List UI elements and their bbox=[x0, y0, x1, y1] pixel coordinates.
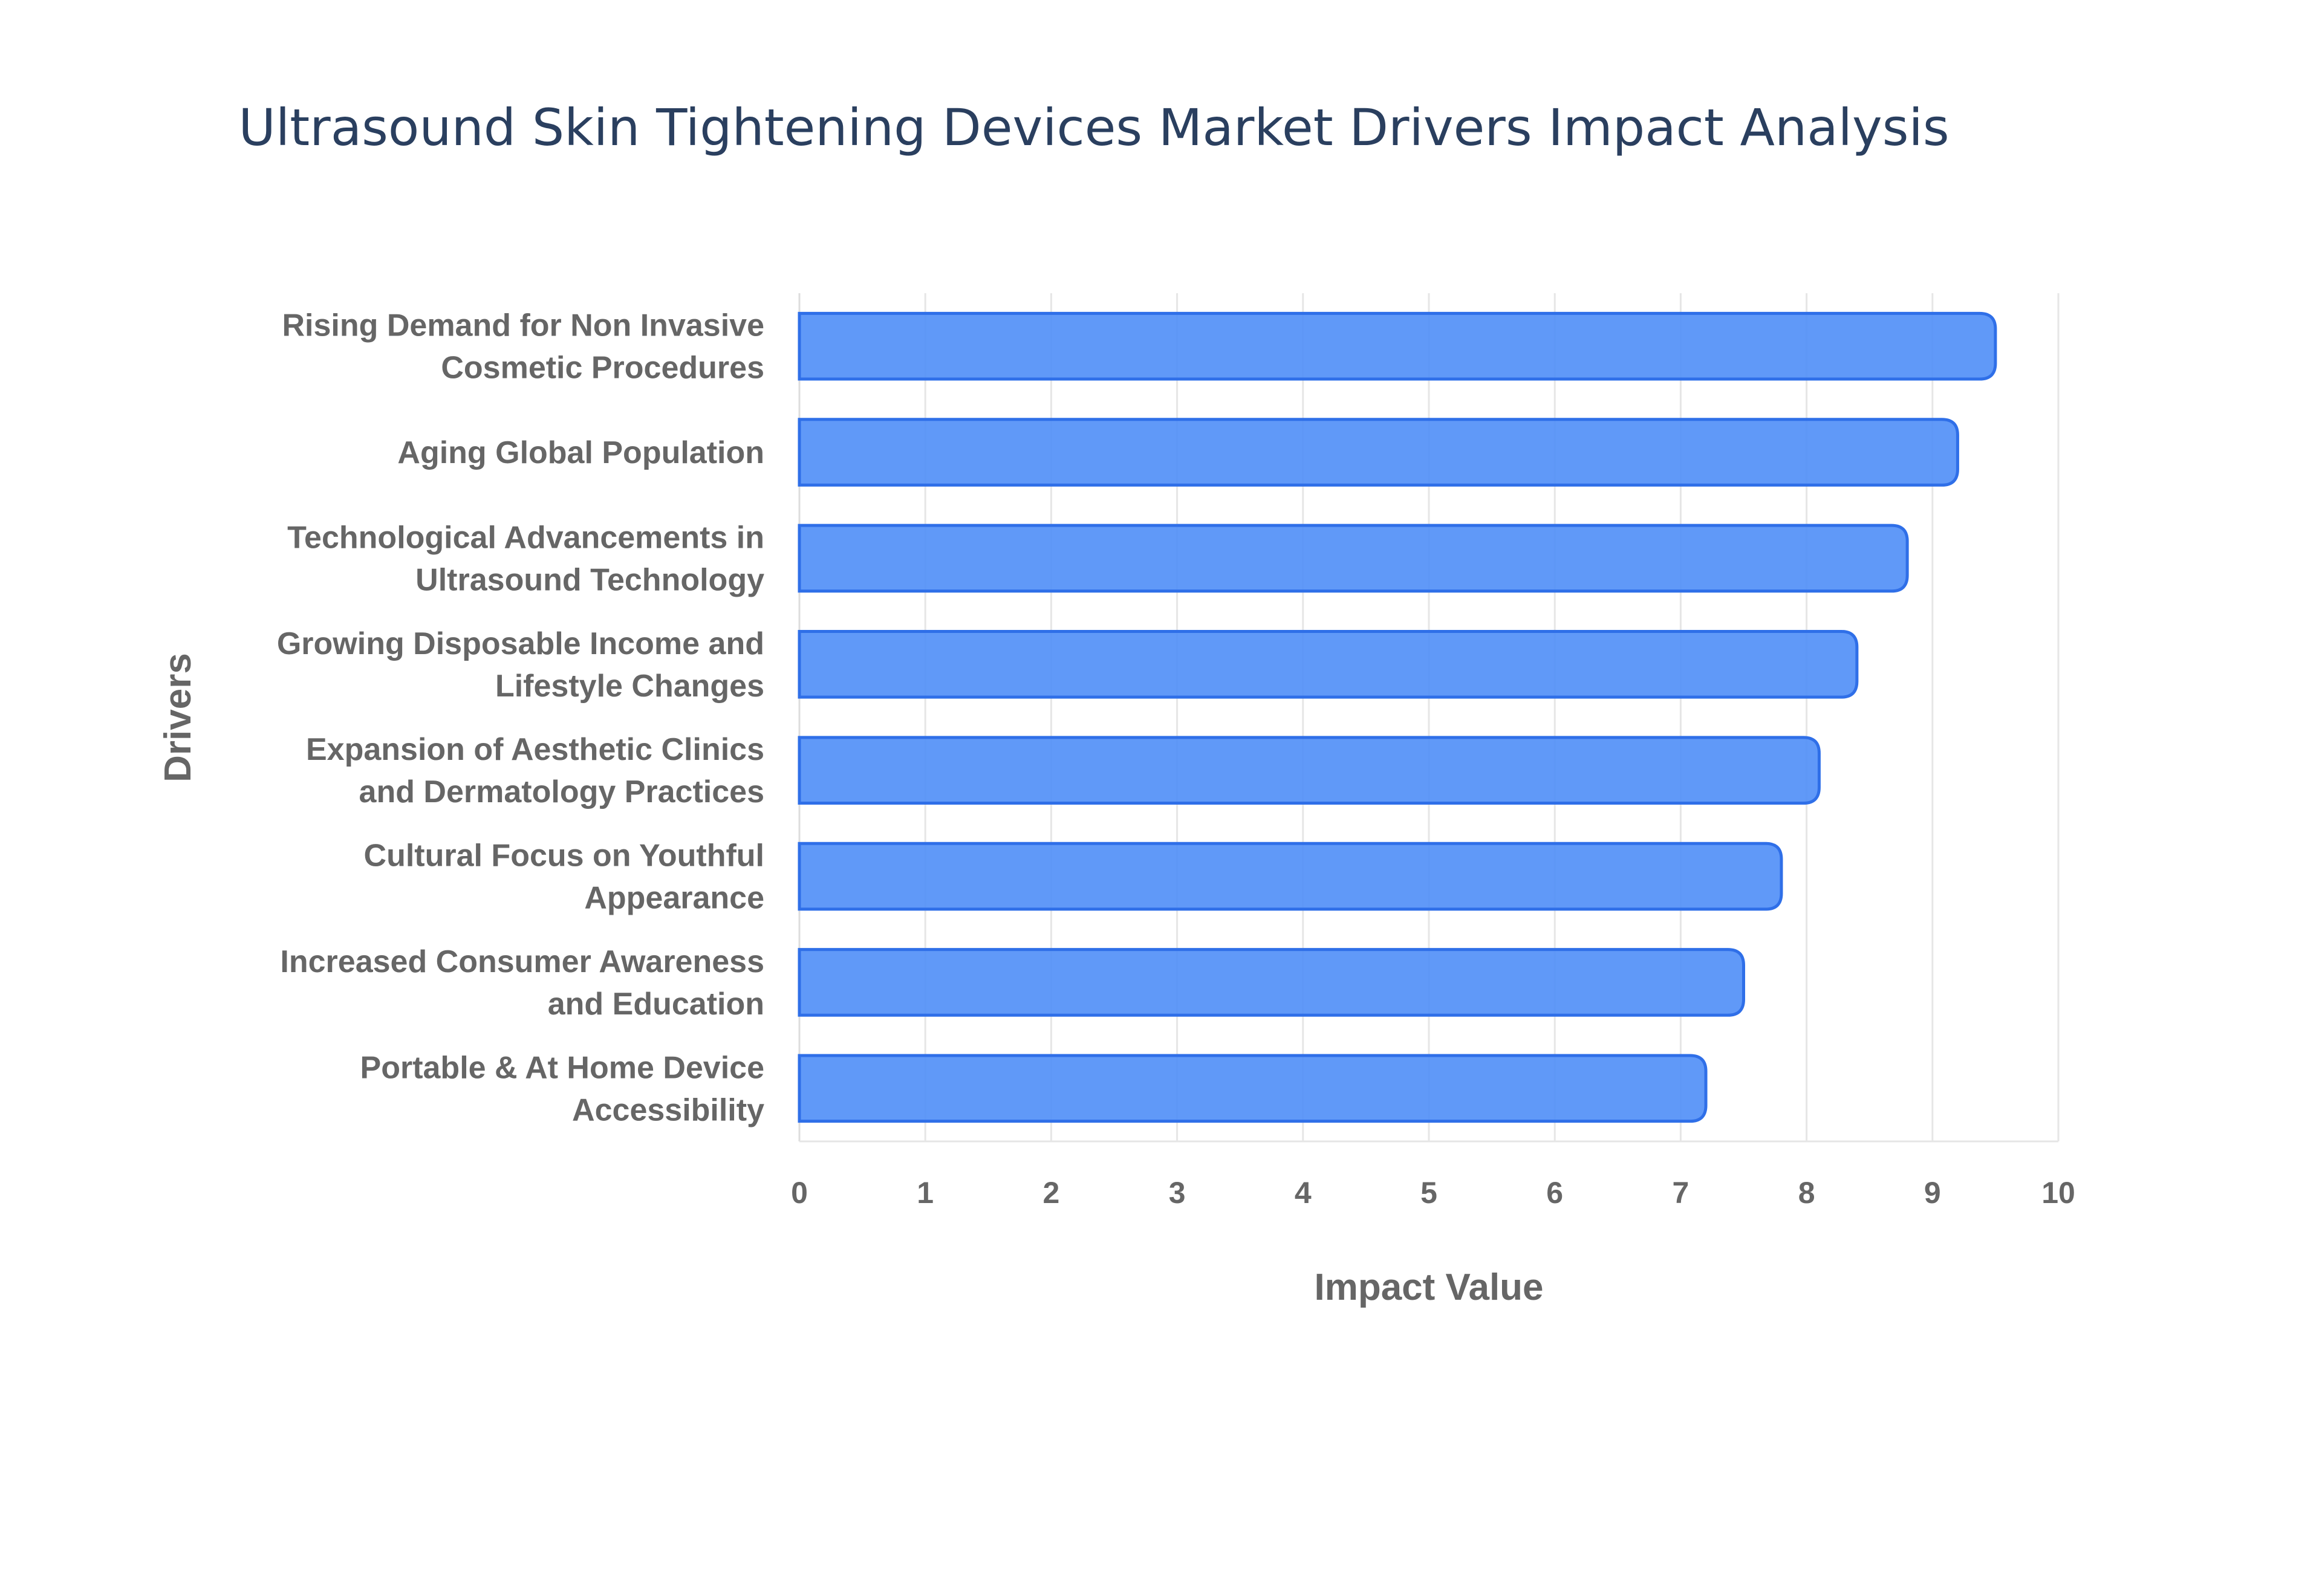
bar bbox=[798, 311, 1997, 381]
y-tick-label: Expansion of Aesthetic Clinics bbox=[306, 732, 764, 767]
y-tick-label: Appearance bbox=[584, 881, 764, 916]
y-tick-label: Growing Disposable Income and bbox=[277, 626, 764, 661]
bar bbox=[798, 1054, 1708, 1123]
y-axis-title: Drivers bbox=[157, 653, 199, 782]
y-tick-label: Increased Consumer Awareness bbox=[280, 944, 764, 979]
x-tick-labels: 0 1 2 3 4 5 6 7 8 9 10 bbox=[791, 1176, 2075, 1210]
x-axis-title: Impact Value bbox=[1314, 1267, 1543, 1308]
x-tick-label: 10 bbox=[2041, 1176, 2075, 1210]
bar bbox=[798, 842, 1783, 911]
y-tick-labels: Rising Demand for Non Invasive Cosmetic P… bbox=[277, 308, 764, 1128]
y-tick-label: Cosmetic Procedures bbox=[441, 351, 764, 386]
x-tick-label: 3 bbox=[1169, 1176, 1186, 1210]
y-tick-label: Aging Global Population bbox=[397, 435, 764, 470]
y-tick-label: and Dermatology Practices bbox=[359, 774, 764, 809]
bar bbox=[798, 629, 1859, 699]
bar bbox=[798, 524, 1909, 593]
bar bbox=[798, 948, 1745, 1017]
x-tick-label: 9 bbox=[1924, 1176, 1941, 1210]
y-tick-label: Accessibility bbox=[572, 1092, 764, 1127]
y-tick-label: Rising Demand for Non Invasive bbox=[282, 308, 765, 343]
x-tick-label: 5 bbox=[1420, 1176, 1437, 1210]
x-tick-label: 4 bbox=[1295, 1176, 1312, 1210]
x-tick-label: 6 bbox=[1546, 1176, 1563, 1210]
x-tick-label: 0 bbox=[791, 1176, 808, 1210]
bar bbox=[798, 418, 1959, 487]
x-tick-label: 2 bbox=[1042, 1176, 1059, 1210]
y-tick-label: Lifestyle Changes bbox=[495, 669, 764, 704]
bars bbox=[798, 311, 1997, 1123]
y-tick-label: Portable & At Home Device bbox=[360, 1050, 764, 1085]
y-tick-label: Ultrasound Technology bbox=[415, 562, 764, 597]
y-tick-label: and Education bbox=[548, 987, 764, 1022]
chart-title: Ultrasound Skin Tightening Devices Marke… bbox=[238, 98, 1949, 157]
x-tick-label: 7 bbox=[1672, 1176, 1689, 1210]
y-tick-label: Technological Advancements in bbox=[287, 520, 764, 555]
x-tick-label: 8 bbox=[1798, 1176, 1815, 1210]
x-tick-label: 1 bbox=[917, 1176, 934, 1210]
y-tick-label: Cultural Focus on Youthful bbox=[364, 839, 764, 874]
bar bbox=[798, 736, 1821, 805]
